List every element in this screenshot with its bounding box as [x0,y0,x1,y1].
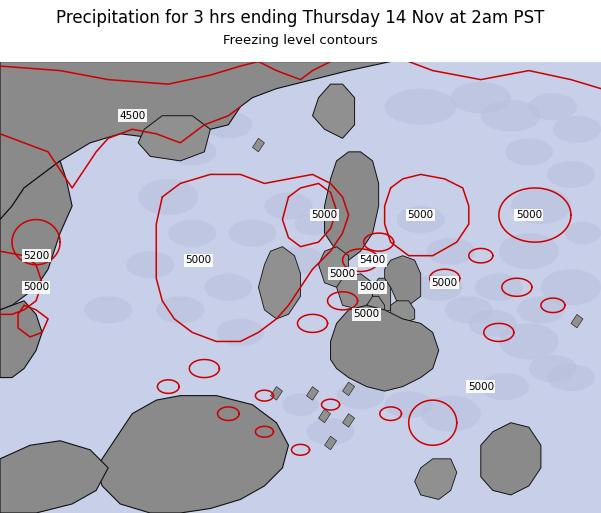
Ellipse shape [481,100,541,131]
Ellipse shape [276,247,325,274]
Ellipse shape [138,179,198,215]
Polygon shape [138,116,210,161]
Ellipse shape [469,310,517,337]
Text: 5000: 5000 [432,278,458,288]
Ellipse shape [228,220,276,247]
Ellipse shape [168,139,216,165]
Polygon shape [343,382,355,396]
Ellipse shape [204,274,252,301]
Polygon shape [481,423,541,495]
Polygon shape [270,387,282,400]
Ellipse shape [385,391,433,418]
Ellipse shape [337,382,385,409]
Ellipse shape [475,274,523,301]
Ellipse shape [553,116,601,143]
Ellipse shape [517,297,565,323]
Ellipse shape [505,139,553,165]
Polygon shape [415,459,457,500]
Polygon shape [373,278,391,314]
Ellipse shape [511,188,571,224]
Ellipse shape [126,251,174,278]
Ellipse shape [565,222,601,244]
Ellipse shape [156,297,204,323]
Ellipse shape [216,319,264,346]
Ellipse shape [481,373,529,400]
Polygon shape [571,314,583,328]
Text: 5000: 5000 [185,255,212,265]
Polygon shape [258,247,300,319]
Ellipse shape [445,297,493,323]
Polygon shape [361,297,385,332]
Text: 5000: 5000 [311,210,338,220]
Ellipse shape [282,393,319,416]
Polygon shape [319,247,349,287]
Ellipse shape [397,206,445,233]
Ellipse shape [541,269,601,305]
Ellipse shape [499,323,559,360]
Ellipse shape [385,89,457,125]
Ellipse shape [451,82,511,113]
Polygon shape [337,274,373,310]
Ellipse shape [547,161,595,188]
Text: 5000: 5000 [468,382,494,391]
Polygon shape [385,255,421,305]
Ellipse shape [415,274,463,301]
Polygon shape [252,139,264,152]
Polygon shape [331,305,439,391]
Ellipse shape [307,418,355,445]
Polygon shape [0,161,72,310]
Ellipse shape [168,220,216,247]
Bar [0,62,601,513]
Text: 5400: 5400 [359,255,386,265]
Polygon shape [319,409,331,423]
Polygon shape [307,387,319,400]
Text: 5000: 5000 [359,282,386,292]
Bar [0,0,601,62]
Ellipse shape [264,192,313,220]
Polygon shape [0,301,42,378]
Polygon shape [96,396,288,513]
Text: Precipitation for 3 hrs ending Thursday 14 Nov at 2am PST: Precipitation for 3 hrs ending Thursday … [56,9,545,27]
Ellipse shape [427,238,475,265]
Text: 5000: 5000 [353,309,380,320]
Ellipse shape [547,364,595,391]
Ellipse shape [204,111,252,139]
Text: 5000: 5000 [23,282,49,292]
Polygon shape [343,413,355,427]
Text: 5200: 5200 [23,251,49,261]
Ellipse shape [84,297,132,323]
Polygon shape [0,441,108,513]
Ellipse shape [529,355,577,382]
Polygon shape [391,301,415,323]
Text: 5000: 5000 [516,210,542,220]
Polygon shape [313,84,355,139]
Text: 4500: 4500 [119,111,145,121]
Polygon shape [325,152,379,260]
Text: Freezing level contours: Freezing level contours [223,33,378,47]
Text: 5000: 5000 [329,269,356,279]
Ellipse shape [499,233,559,269]
Polygon shape [325,436,337,450]
Text: 5000: 5000 [407,210,434,220]
Ellipse shape [421,396,481,432]
Ellipse shape [294,213,331,235]
Ellipse shape [529,93,577,120]
Polygon shape [0,62,391,220]
